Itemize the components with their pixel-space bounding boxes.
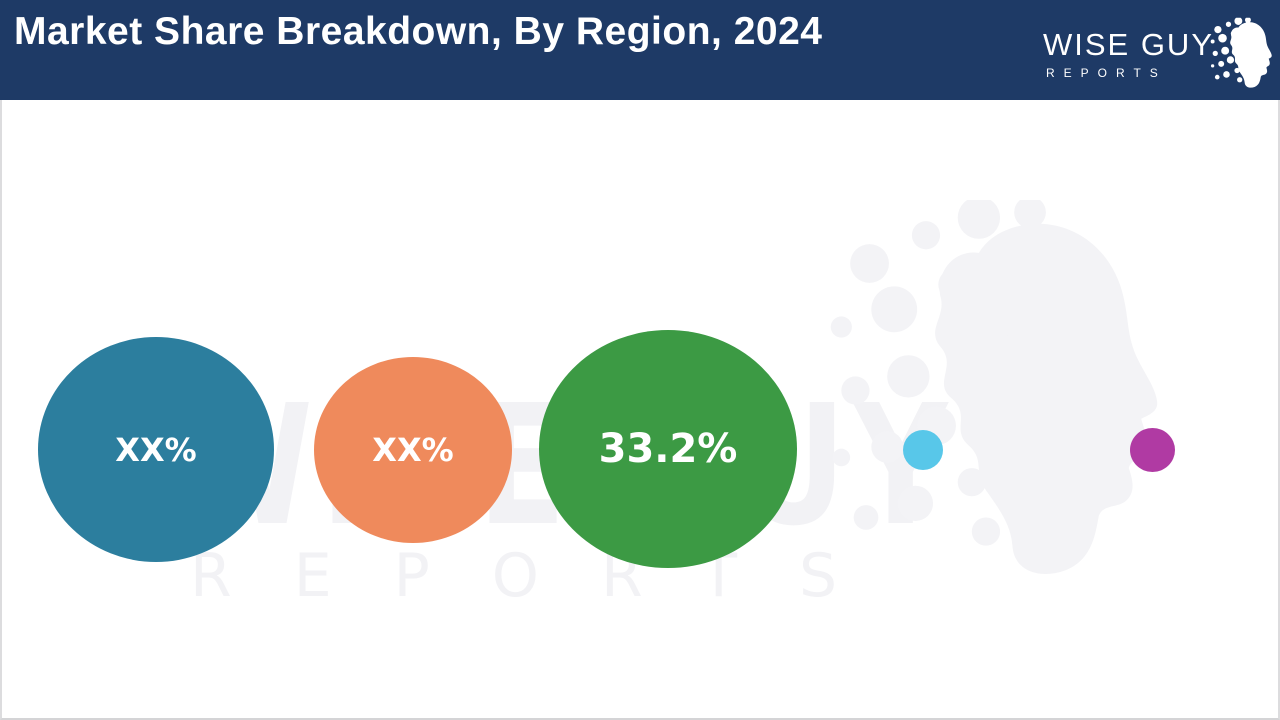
bubble-value-label: 33.2% — [598, 426, 738, 472]
bubble-mea — [1130, 428, 1175, 472]
chart-area: WISE GUY REPORTS XX% XX% 33.2% North Ame… — [0, 100, 1280, 720]
logo-subtitle: REPORTS — [1045, 65, 1167, 80]
wise-guy-reports-logo: WISE GUY REPORTS — [1043, 8, 1274, 100]
logo-wordmark: WISE GUY — [1042, 27, 1214, 63]
bubble-value-label: XX% — [115, 430, 197, 469]
page-title: Market Share Breakdown, By Region, 2024 — [14, 10, 823, 53]
bubble-north-america: XX% — [38, 337, 274, 562]
bubble-value-label: XX% — [372, 431, 454, 469]
header-bar: Market Share Breakdown, By Region, 2024 … — [0, 0, 1280, 100]
head-profile-icon — [1208, 13, 1274, 95]
watermark-subtitle: REPORTS — [190, 541, 900, 611]
bubble-south-america — [903, 430, 943, 470]
watermark-head-icon — [808, 200, 1178, 588]
bubble-apac: 33.2% — [539, 330, 797, 568]
logo-text: WISE GUY REPORTS — [1042, 27, 1214, 80]
bubble-europe: XX% — [314, 357, 512, 543]
